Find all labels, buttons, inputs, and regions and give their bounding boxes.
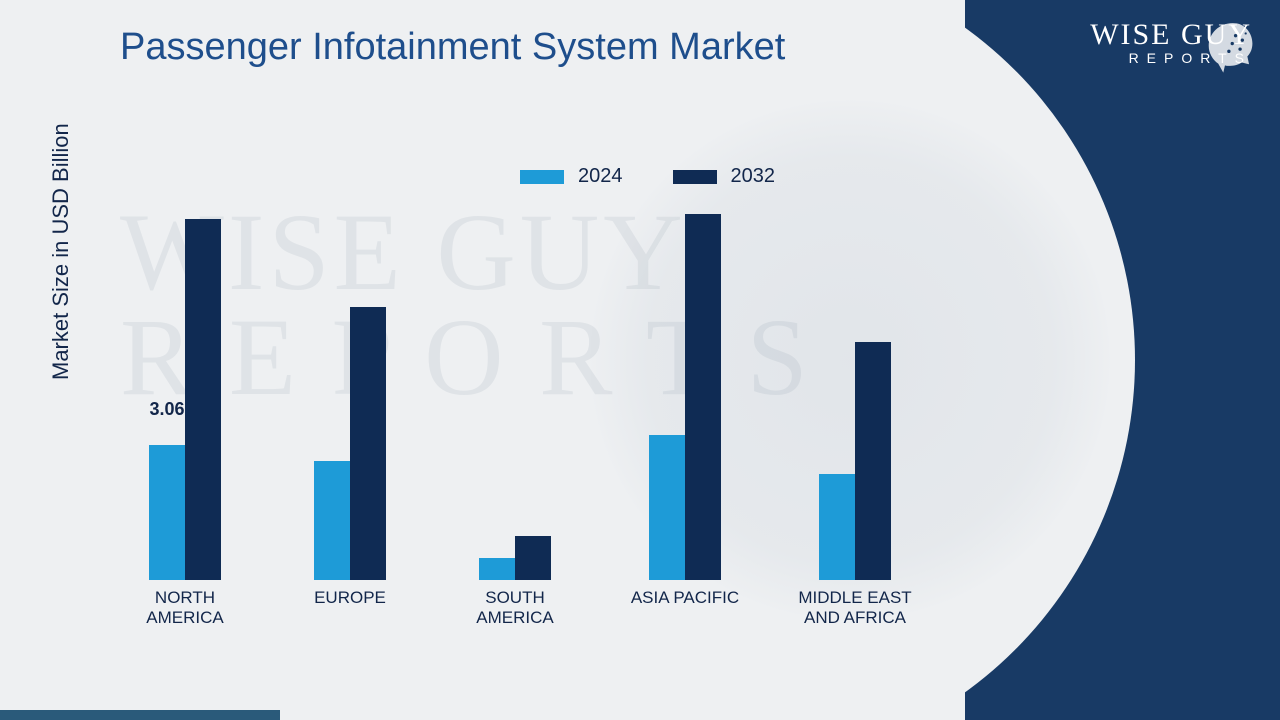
bar-2024 [819,474,855,580]
bar-2024 [149,445,185,580]
legend-item-2032: 2032 [673,165,776,188]
x-axis-label: EUROPE [285,588,415,608]
x-axis-label: SOUTH AMERICA [450,588,580,627]
bottom-accent-strip [0,710,280,720]
x-axis-label: ASIA PACIFIC [620,588,750,608]
bar-2032 [515,536,551,580]
bar-group: NORTH AMERICA3.06 [125,219,245,580]
bar-group: EUROPE [290,307,410,580]
chart-title: Passenger Infotainment System Market [120,26,785,70]
bar-chart: NORTH AMERICA3.06 EUROPE SOUTH AMERICA ASIA… [105,210,925,580]
bar-2032 [185,219,221,580]
bar-2024 [649,435,685,580]
head-silhouette-icon [1202,20,1258,76]
legend-item-2024: 2024 [520,165,623,188]
bar-group: ASIA PACIFIC [625,214,745,580]
bar-2032 [855,342,891,580]
legend-label-2024: 2024 [578,165,623,188]
legend-label-2032: 2032 [731,165,776,188]
bar-group: MIDDLE EAST AND AFRICA [795,342,915,580]
x-axis-label: MIDDLE EAST AND AFRICA [790,588,920,627]
bar-value-label: 3.06 [149,399,184,420]
bar-2024 [479,558,515,580]
bar-2032 [350,307,386,580]
x-axis-label: NORTH AMERICA [120,588,250,627]
bar-2024 [314,461,350,580]
bar-2032 [685,214,721,580]
legend: 2024 2032 [520,165,775,188]
legend-swatch-2032 [673,170,717,184]
bar-group: SOUTH AMERICA [455,536,575,580]
y-axis-label: Market Size in USD Billion [48,123,74,380]
brand-logo: WISE GUY REPORTS [1090,18,1252,66]
legend-swatch-2024 [520,170,564,184]
